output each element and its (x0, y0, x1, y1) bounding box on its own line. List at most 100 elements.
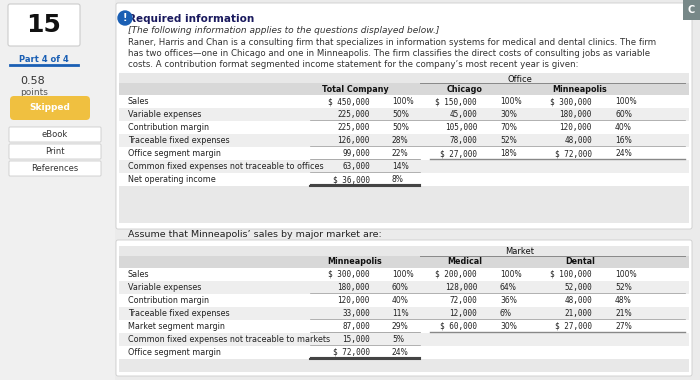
Text: 52%: 52% (500, 136, 517, 145)
Text: Office: Office (508, 74, 533, 84)
Bar (119, 73, 689, 223)
Text: $ 150,000: $ 150,000 (435, 97, 477, 106)
Text: 5%: 5% (392, 335, 404, 344)
Bar (119, 147, 689, 160)
Text: 225,000: 225,000 (337, 110, 370, 119)
Text: 12,000: 12,000 (449, 309, 477, 318)
Text: 30%: 30% (500, 322, 517, 331)
Text: Market: Market (505, 247, 535, 256)
Text: $ 36,000: $ 36,000 (333, 175, 370, 184)
Text: 48,000: 48,000 (564, 136, 592, 145)
Text: $ 60,000: $ 60,000 (440, 322, 477, 331)
Text: 36%: 36% (500, 296, 517, 305)
Text: 22%: 22% (392, 149, 409, 158)
Text: Required information: Required information (128, 14, 254, 24)
Text: 100%: 100% (615, 270, 636, 279)
Text: 100%: 100% (500, 97, 522, 106)
Text: 21,000: 21,000 (564, 309, 592, 318)
Text: 50%: 50% (392, 110, 409, 119)
Bar (119, 160, 689, 173)
Bar (119, 134, 689, 147)
Bar (119, 268, 689, 281)
Text: 11%: 11% (392, 309, 409, 318)
FancyBboxPatch shape (9, 144, 101, 159)
Bar (119, 246, 689, 372)
Text: Common fixed expenses not traceable to markets: Common fixed expenses not traceable to m… (128, 335, 330, 344)
Text: Chicago: Chicago (447, 84, 483, 93)
Text: 78,000: 78,000 (449, 136, 477, 145)
Text: 29%: 29% (392, 322, 409, 331)
Text: Market segment margin: Market segment margin (128, 322, 225, 331)
Bar (119, 307, 689, 320)
Text: Minneapolis: Minneapolis (552, 84, 608, 93)
Text: Assume that Minneapolis’ sales by major market are:: Assume that Minneapolis’ sales by major … (128, 230, 382, 239)
Text: 72,000: 72,000 (449, 296, 477, 305)
Text: 15,000: 15,000 (342, 335, 370, 344)
Text: Total Company: Total Company (321, 84, 388, 93)
Text: points: points (20, 88, 48, 97)
Text: 48%: 48% (615, 296, 631, 305)
Text: 6%: 6% (500, 309, 512, 318)
Text: [The following information applies to the questions displayed below.]: [The following information applies to th… (128, 26, 440, 35)
Text: 105,000: 105,000 (444, 123, 477, 132)
Text: 87,000: 87,000 (342, 322, 370, 331)
Text: 48,000: 48,000 (564, 296, 592, 305)
Bar (119, 320, 689, 333)
Text: $ 300,000: $ 300,000 (550, 97, 592, 106)
Bar (115, 0, 700, 380)
Text: 40%: 40% (615, 123, 632, 132)
Text: Contribution margin: Contribution margin (128, 123, 209, 132)
Text: 120,000: 120,000 (559, 123, 592, 132)
Text: 18%: 18% (500, 149, 517, 158)
Text: 21%: 21% (615, 309, 631, 318)
Text: 52%: 52% (615, 283, 631, 292)
Text: 45,000: 45,000 (449, 110, 477, 119)
Bar (0, 0, 115, 380)
Text: has two offices—one in Chicago and one in Minneapolis. The firm classifies the d: has two offices—one in Chicago and one i… (128, 49, 650, 58)
Text: 64%: 64% (500, 283, 517, 292)
Text: 63,000: 63,000 (342, 162, 370, 171)
Text: 100%: 100% (615, 97, 636, 106)
Circle shape (118, 11, 132, 25)
Text: Minneapolis: Minneapolis (328, 258, 382, 266)
Text: Part 4 of 4: Part 4 of 4 (19, 55, 69, 64)
FancyBboxPatch shape (8, 4, 80, 46)
Text: $ 72,000: $ 72,000 (333, 348, 370, 357)
Text: Office segment margin: Office segment margin (128, 149, 221, 158)
Text: 52,000: 52,000 (564, 283, 592, 292)
FancyBboxPatch shape (116, 3, 692, 229)
Text: Traceable fixed expenses: Traceable fixed expenses (128, 309, 230, 318)
Bar (683, 0, 700, 20)
Text: 24%: 24% (392, 348, 409, 357)
Text: $ 450,000: $ 450,000 (328, 97, 370, 106)
Bar (119, 173, 689, 186)
Bar (119, 83, 689, 95)
Bar (119, 346, 689, 359)
Text: eBook: eBook (42, 130, 68, 139)
Text: Variable expenses: Variable expenses (128, 110, 202, 119)
Text: Sales: Sales (128, 270, 150, 279)
Text: $ 100,000: $ 100,000 (550, 270, 592, 279)
Text: Dental: Dental (565, 258, 595, 266)
Text: Medical: Medical (447, 258, 482, 266)
Text: 70%: 70% (500, 123, 517, 132)
Text: 0.58: 0.58 (20, 76, 45, 86)
Text: 24%: 24% (615, 149, 631, 158)
Bar (119, 333, 689, 346)
Text: C: C (687, 5, 694, 15)
Bar (119, 108, 689, 121)
Text: 120,000: 120,000 (337, 296, 370, 305)
Text: Contribution margin: Contribution margin (128, 296, 209, 305)
FancyBboxPatch shape (10, 96, 90, 120)
Text: 40%: 40% (392, 296, 409, 305)
FancyBboxPatch shape (116, 240, 692, 376)
Text: Raner, Harris and Chan is a consulting firm that specializes in information syst: Raner, Harris and Chan is a consulting f… (128, 38, 656, 47)
Text: Net operating income: Net operating income (128, 175, 216, 184)
Text: 60%: 60% (615, 110, 632, 119)
Text: 225,000: 225,000 (337, 123, 370, 132)
Text: 15: 15 (27, 13, 62, 37)
Bar (119, 256, 689, 268)
FancyBboxPatch shape (9, 127, 101, 142)
Text: Print: Print (46, 147, 64, 156)
Text: Traceable fixed expenses: Traceable fixed expenses (128, 136, 230, 145)
